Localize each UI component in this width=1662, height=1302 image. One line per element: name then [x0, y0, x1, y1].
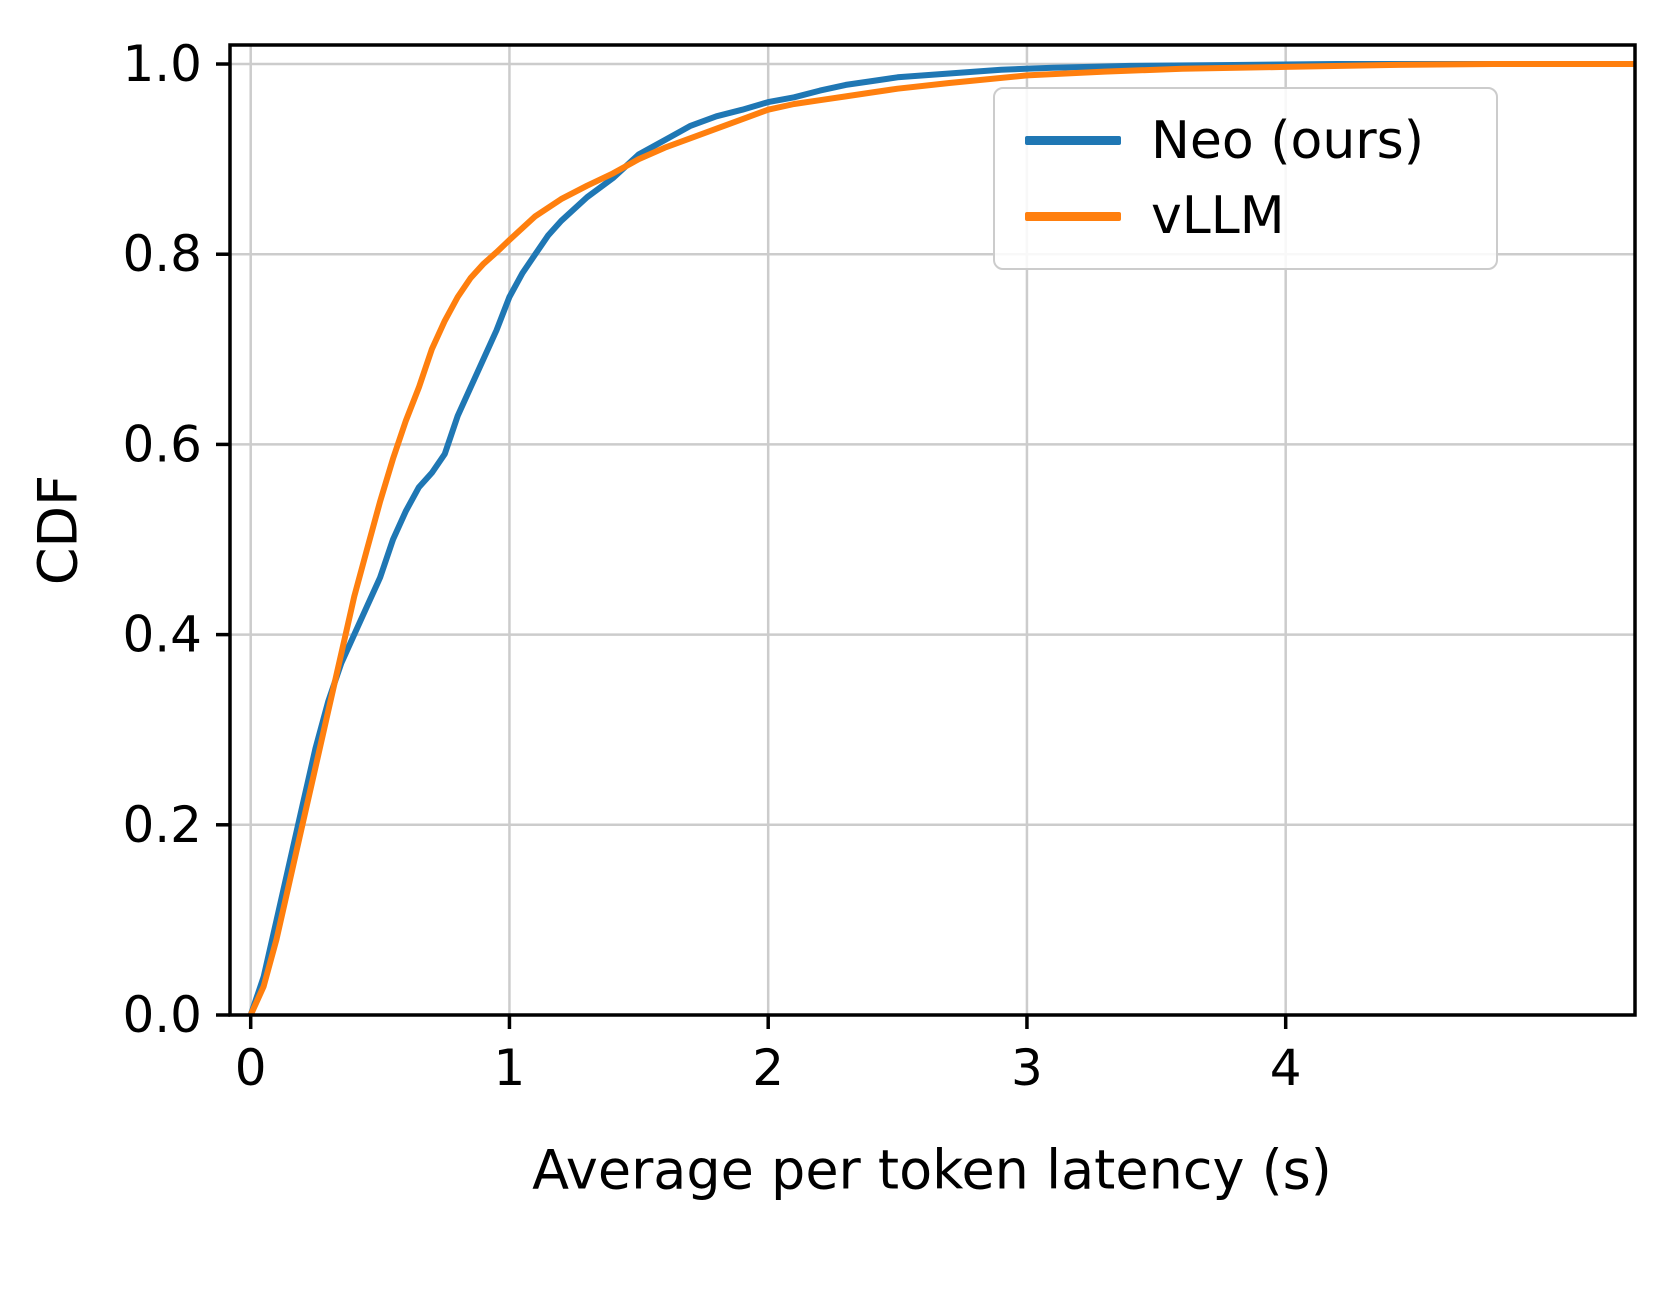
- legend-label-neo: Neo (ours): [1151, 110, 1425, 171]
- svg-text:3: 3: [1011, 1039, 1043, 1097]
- svg-text:0.0: 0.0: [122, 986, 202, 1044]
- legend-label-vllm: vLLM: [1151, 186, 1285, 247]
- svg-text:0.8: 0.8: [122, 225, 202, 283]
- legend-entry-neo: Neo (ours): [1025, 111, 1466, 171]
- legend-entry-vllm: vLLM: [1025, 186, 1466, 246]
- vllm-line-swatch: [1025, 211, 1121, 221]
- neo-line-swatch: [1025, 136, 1121, 146]
- svg-text:1.0: 1.0: [122, 35, 202, 93]
- svg-text:0: 0: [235, 1039, 267, 1097]
- svg-text:2: 2: [752, 1039, 784, 1097]
- svg-text:0.6: 0.6: [122, 415, 202, 473]
- svg-text:0.2: 0.2: [122, 796, 202, 854]
- svg-text:1: 1: [494, 1039, 526, 1097]
- svg-text:0.4: 0.4: [122, 606, 202, 664]
- svg-text:4: 4: [1270, 1039, 1302, 1097]
- x-axis-label: Average per token latency (s): [532, 1138, 1332, 1202]
- y-axis-label: CDF: [26, 474, 90, 586]
- legend: Neo (ours) vLLM: [993, 87, 1498, 270]
